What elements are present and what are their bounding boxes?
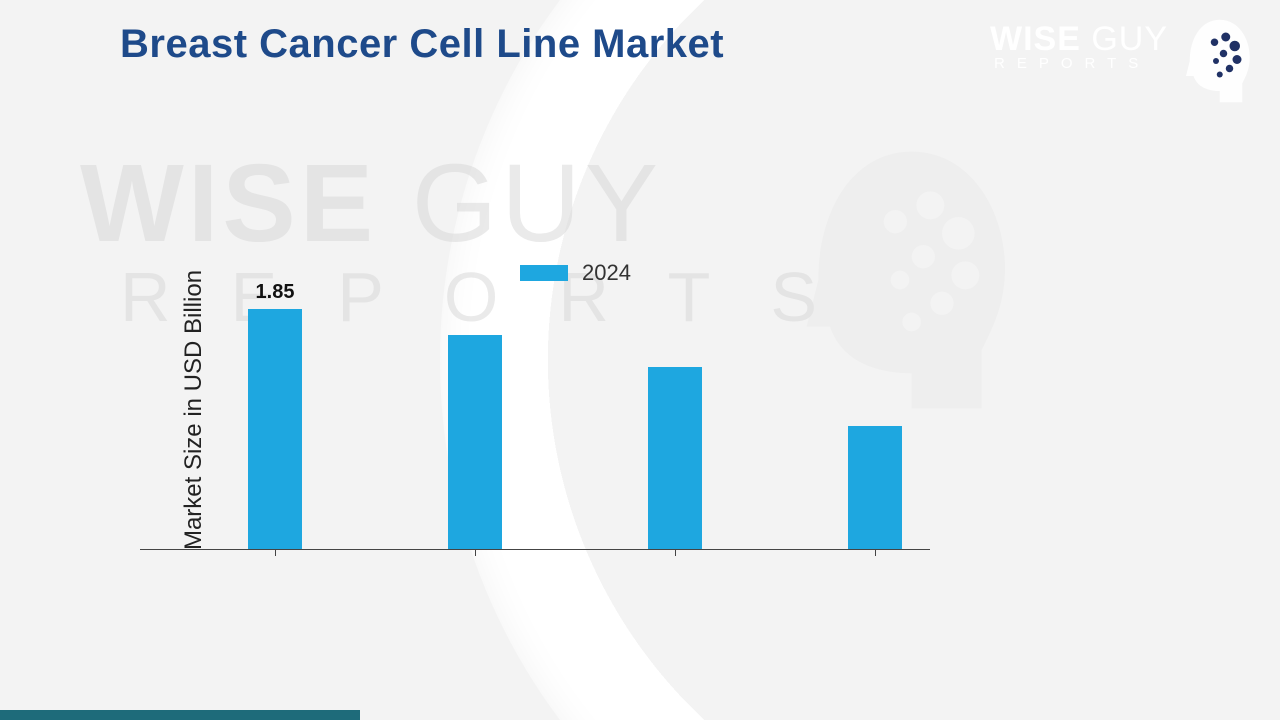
plot-area: 1.85estrogen receptor -positive breast c…	[140, 290, 930, 550]
bar	[448, 335, 502, 549]
chart-canvas: WISE GUY REPORTS Breast Cancer Cell Line…	[0, 0, 1280, 720]
bar-chart: Market Size in USD Billion 1.85estrogen …	[100, 130, 930, 690]
brand-logo: WISE GUY REPORTS	[990, 20, 1250, 100]
bar	[248, 309, 302, 549]
x-tick	[475, 550, 476, 556]
bar	[648, 367, 702, 549]
x-tick	[875, 550, 876, 556]
chart-title: Breast Cancer Cell Line Market	[120, 22, 724, 67]
x-axis-line	[140, 549, 930, 550]
brand-name-1: WISE	[990, 20, 1081, 58]
x-tick	[275, 550, 276, 556]
bar	[848, 426, 902, 549]
x-tick	[675, 550, 676, 556]
bottom-accent-bar	[0, 710, 360, 720]
brand-name-2: GUY	[1091, 20, 1168, 58]
brand-head-icon	[1176, 16, 1256, 106]
bar-value-label: 1.85	[256, 281, 295, 304]
